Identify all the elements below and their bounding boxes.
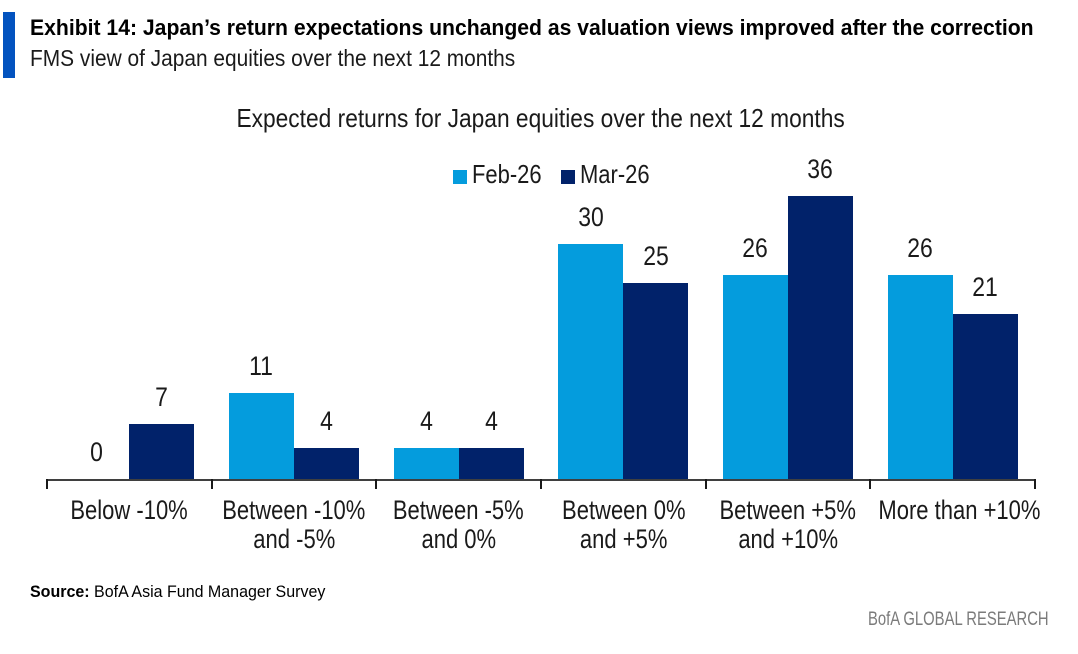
value-label-feb-26-cat3: 4	[419, 405, 433, 436]
value-label-mar-26-cat4: 25	[643, 240, 669, 271]
bar-mar-26-cat1	[129, 424, 195, 479]
bar-mar-26-cat2	[294, 447, 359, 479]
legend-item-mar-26: Mar-26	[560, 159, 662, 189]
brand-footer-text: BofA GLOBAL RESEARCH	[868, 609, 1049, 630]
value-label-feb-26-cat2: 11	[249, 350, 274, 381]
bar-feb-26-cat5	[723, 274, 788, 479]
legend-item-feb-26: Feb-26	[453, 161, 554, 187]
source-text: BofA Asia Fund Manager Survey	[94, 583, 326, 601]
x-axis-tick-2	[375, 479, 378, 489]
x-axis-tick-4	[704, 479, 707, 489]
x-axis-label-cat4: Between 0% and +5%	[561, 495, 686, 554]
value-label-mar-26-cat5: 36	[807, 154, 834, 185]
x-axis-label-cat1: Below -10%	[70, 495, 189, 525]
bar-feb-26-cat3	[393, 447, 459, 479]
exhibit-subtitle-text: FMS view of Japan equities over the next…	[30, 45, 516, 71]
source-note: Source: BofA Asia Fund Manager Survey	[30, 584, 335, 601]
bar-feb-26-cat2	[229, 392, 294, 479]
x-axis-label-cat6: More than +10%	[878, 495, 1041, 525]
bar-mar-26-cat6	[952, 314, 1018, 479]
x-axis-label-cat2: Between -10% and -5%	[222, 495, 366, 554]
x-axis-label-cat3: Between -5% and 0%	[393, 495, 525, 554]
value-label-mar-26-cat1: 7	[155, 382, 169, 413]
exhibit-title: Exhibit 14: Japan’s return expectations …	[30, 17, 1073, 39]
legend-swatch-feb-26	[453, 170, 467, 185]
x-axis-tick-0	[46, 479, 48, 489]
bar-mar-26-cat3	[458, 447, 524, 479]
legend-swatch-mar-26	[560, 170, 575, 185]
x-axis-tick-5	[869, 479, 872, 489]
value-label-mar-26-cat3: 4	[484, 405, 498, 436]
value-label-feb-26-cat5: 26	[742, 232, 769, 263]
x-axis-tick-1	[210, 479, 213, 489]
exhibit-title-text: Exhibit 14: Japan’s return expectations …	[30, 15, 1034, 40]
bar-feb-26-cat6	[887, 274, 953, 479]
x-axis-tick-3	[540, 479, 542, 489]
legend-label-feb-26: Feb-26	[472, 159, 542, 189]
brand-footer: BofA GLOBAL RESEARCH	[817, 610, 1049, 629]
exhibit-accent-bar	[3, 12, 15, 78]
bar-mar-26-cat4	[623, 282, 689, 479]
x-axis-tick-6	[1034, 479, 1036, 489]
legend-label-mar-26: Mar-26	[579, 159, 650, 189]
x-axis-label-cat5: Between +5% and +10%	[719, 495, 857, 554]
bar-mar-26-cat5	[788, 196, 853, 479]
value-label-feb-26-cat4: 30	[578, 201, 604, 232]
value-label-mar-26-cat2: 4	[320, 405, 333, 436]
exhibit-subtitle: FMS view of Japan equities over the next…	[30, 47, 564, 70]
plot-area: 0 11 4 30 26 26 7 4 4 25 36 21	[47, 150, 1035, 479]
source-label: Source:	[30, 583, 90, 601]
value-label-feb-26-cat1: 0	[90, 437, 104, 467]
value-label-mar-26-cat6: 21	[972, 272, 998, 303]
chart-title: Expected returns for Japan equities over…	[47, 105, 1035, 131]
chart-title-text: Expected returns for Japan equities over…	[236, 103, 846, 133]
value-label-feb-26-cat6: 26	[907, 232, 933, 263]
bar-feb-26-cat4	[558, 243, 624, 479]
